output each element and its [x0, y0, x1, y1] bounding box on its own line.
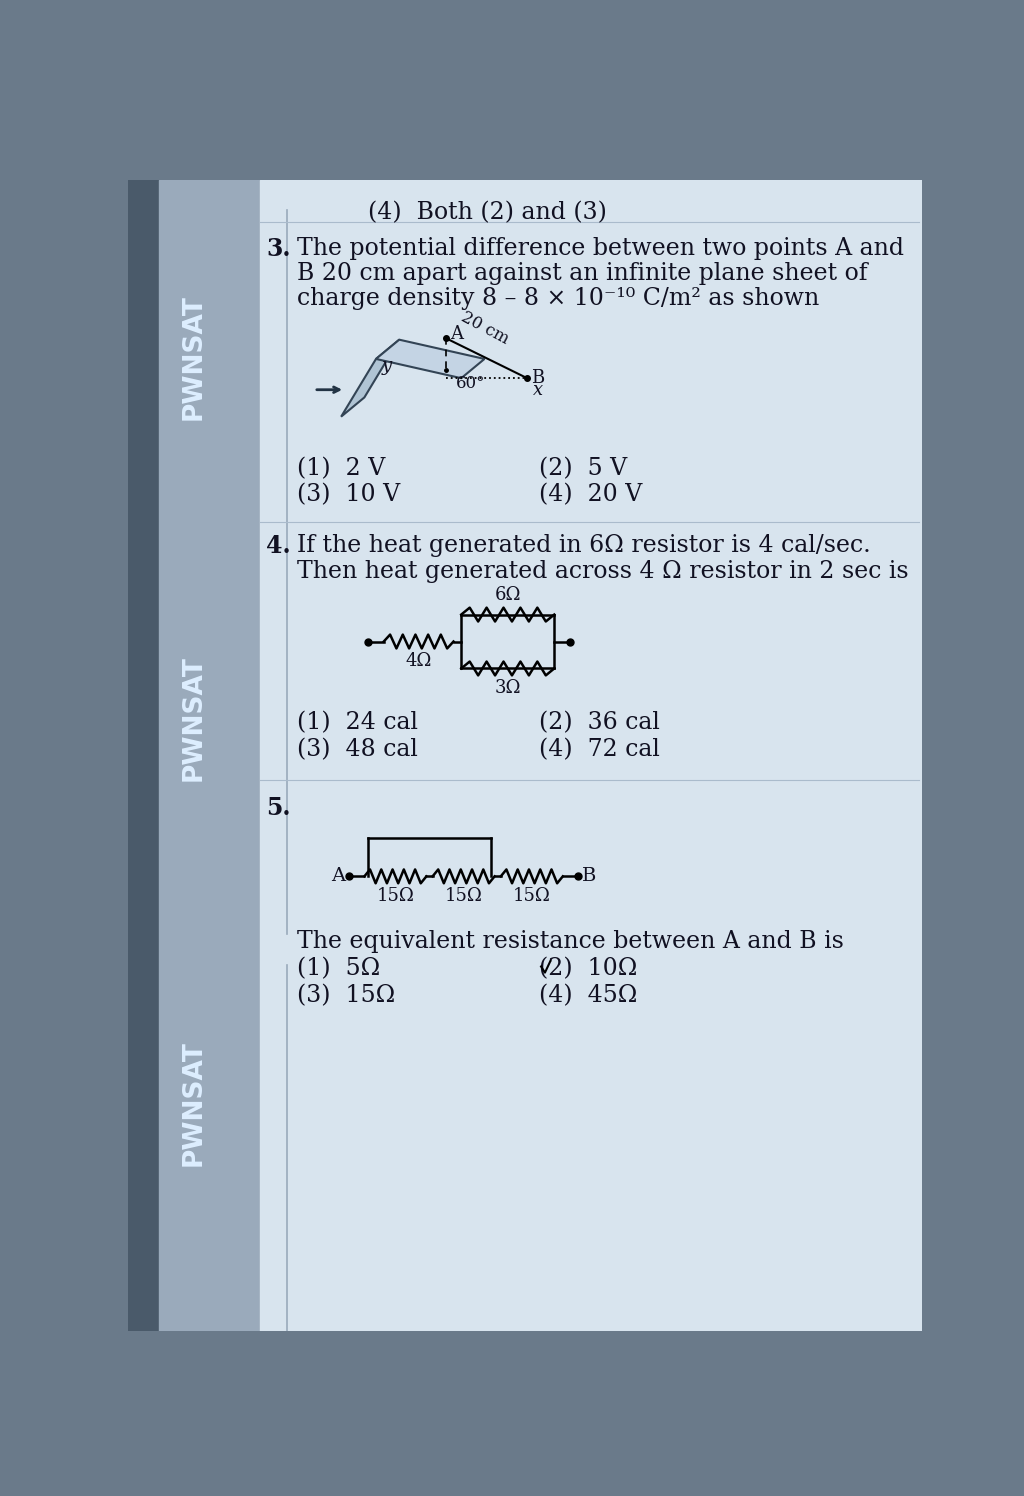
Text: B 20 cm apart against an infinite plane sheet of: B 20 cm apart against an infinite plane … — [297, 262, 867, 284]
Text: (3)  10 V: (3) 10 V — [297, 483, 400, 507]
Text: PWNSAT: PWNSAT — [181, 1041, 207, 1167]
Text: charge density 8 – 8 × 10⁻¹⁰ C/m² as shown: charge density 8 – 8 × 10⁻¹⁰ C/m² as sho… — [297, 287, 819, 310]
Text: 4.: 4. — [266, 534, 291, 558]
Bar — [260, 180, 922, 1331]
Text: (1)  24 cal: (1) 24 cal — [297, 711, 418, 735]
Polygon shape — [341, 340, 399, 417]
Text: 3.: 3. — [266, 238, 291, 262]
Text: 5.: 5. — [266, 796, 291, 820]
Text: y: y — [381, 356, 391, 374]
Text: If the heat generated in 6Ω resistor is 4 cal/sec.: If the heat generated in 6Ω resistor is … — [297, 534, 870, 557]
Text: PWNSAT: PWNSAT — [181, 655, 207, 781]
Text: A: A — [331, 868, 345, 886]
Text: 60°: 60° — [456, 375, 485, 392]
Text: x: x — [534, 380, 544, 399]
Text: (2)  5 V: (2) 5 V — [539, 456, 627, 480]
Text: 15Ω: 15Ω — [513, 887, 551, 905]
Text: B: B — [531, 370, 544, 387]
Text: The equivalent resistance between A and B is: The equivalent resistance between A and … — [297, 931, 844, 953]
Text: 15Ω: 15Ω — [377, 887, 415, 905]
Text: 4Ω: 4Ω — [406, 652, 432, 670]
Bar — [159, 180, 260, 1331]
Text: (1)  2 V: (1) 2 V — [297, 456, 385, 480]
Text: 20 cm: 20 cm — [458, 308, 511, 347]
Text: 6Ω: 6Ω — [495, 586, 521, 604]
Bar — [128, 180, 159, 1331]
Text: Then heat generated across 4 Ω resistor in 2 sec is: Then heat generated across 4 Ω resistor … — [297, 560, 908, 583]
Polygon shape — [376, 340, 484, 378]
Text: (4)  Both (2) and (3): (4) Both (2) and (3) — [369, 200, 607, 224]
Text: 3Ω: 3Ω — [495, 679, 521, 697]
Text: (4)  20 V: (4) 20 V — [539, 483, 642, 507]
Text: (3)  15Ω: (3) 15Ω — [297, 984, 395, 1007]
Text: (4)  45Ω: (4) 45Ω — [539, 984, 637, 1007]
Text: (1)  5Ω: (1) 5Ω — [297, 957, 380, 980]
Text: A: A — [450, 325, 463, 343]
Text: (3)  48 cal: (3) 48 cal — [297, 738, 418, 761]
Text: The potential difference between two points A and: The potential difference between two poi… — [297, 238, 904, 260]
Text: 15Ω: 15Ω — [444, 887, 482, 905]
Text: (2)  36 cal: (2) 36 cal — [539, 711, 659, 735]
Text: (2)  10Ω: (2) 10Ω — [539, 957, 637, 980]
Text: B: B — [583, 868, 597, 886]
Text: (4)  72 cal: (4) 72 cal — [539, 738, 659, 761]
Text: PWNSAT: PWNSAT — [181, 293, 207, 419]
